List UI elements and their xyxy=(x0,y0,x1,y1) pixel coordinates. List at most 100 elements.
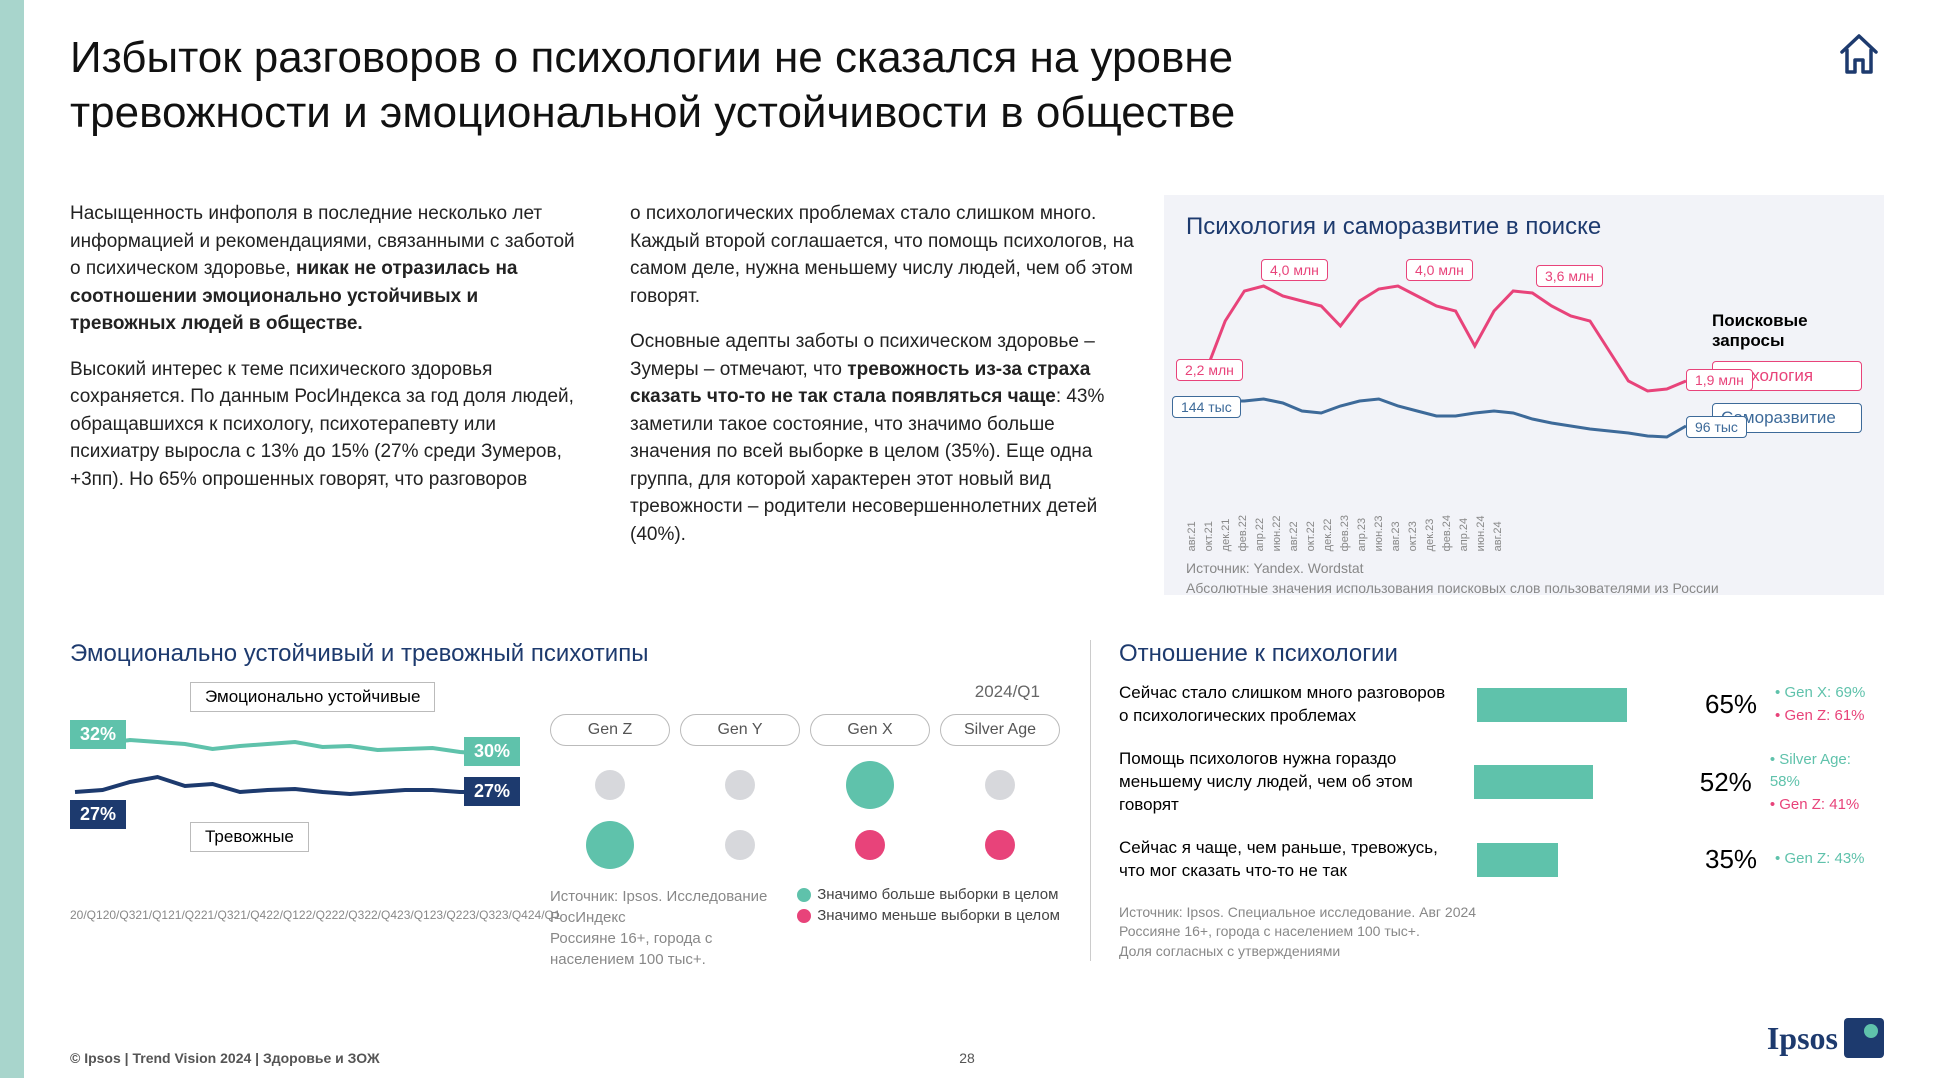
x-tick: окт.21 xyxy=(1203,515,1215,551)
x-tick: авг.21 xyxy=(1186,515,1198,551)
footer-text: © Ipsos | Trend Vision 2024 | Здоровье и… xyxy=(70,1050,380,1066)
attitude-note: • Gen Z: 41% xyxy=(1770,794,1884,817)
attitude-title: Отношение к психологии xyxy=(1119,640,1884,668)
accent-bar xyxy=(0,0,24,1078)
attitude-note: • Gen Z: 61% xyxy=(1775,705,1865,728)
significance-dot xyxy=(725,770,755,800)
psych-title: Эмоционально устойчивый и тревожный псих… xyxy=(70,640,1060,668)
x-tick: фев.23 xyxy=(1339,515,1351,551)
p4c: : 43% заметили такое состояние, что знач… xyxy=(630,386,1104,545)
significance-dot xyxy=(846,761,894,809)
gen-pill: Silver Age xyxy=(940,714,1060,746)
chart-label: 4,0 млн xyxy=(1406,259,1473,281)
search-chart-panel: Психология и саморазвитие в поиске Поиск… xyxy=(1164,195,1884,595)
leg-less: Значимо меньше выборки в целом xyxy=(817,907,1060,924)
significance-dot xyxy=(725,830,755,860)
significance-dot xyxy=(985,770,1015,800)
p2: Высокий интерес к теме психического здор… xyxy=(70,356,580,494)
significance-dot xyxy=(985,830,1015,860)
search-chart-title: Психология и саморазвитие в поиске xyxy=(1186,213,1862,241)
stable-start: 32% xyxy=(70,720,126,749)
x-tick: 23/Q4 xyxy=(495,908,528,922)
x-tick: июн.24 xyxy=(1475,515,1487,551)
attitude-bar xyxy=(1474,765,1594,799)
search-source-1: Источник: Yandex. Wordstat xyxy=(1186,559,1862,579)
attitude-row: Помощь психологов нужна гораздо меньшему… xyxy=(1119,748,1884,817)
dot-more-icon xyxy=(797,888,811,902)
attitude-note: • Silver Age: 58% xyxy=(1770,749,1884,794)
x-tick: июн.22 xyxy=(1271,515,1283,551)
attitude-row: Сейчас я чаще, чем раньше, тревожусь, чт… xyxy=(1119,837,1884,883)
attitude-bar xyxy=(1477,843,1558,877)
ipsos-logo: Ipsos xyxy=(1767,1018,1884,1058)
psych-source: Источник: Ipsos. Исследование РосИндексР… xyxy=(550,886,773,970)
x-tick: апр.24 xyxy=(1458,515,1470,551)
x-tick: дек.22 xyxy=(1322,515,1334,551)
x-tick: окт.22 xyxy=(1305,515,1317,551)
attitude-bar xyxy=(1477,688,1627,722)
attitude-value: 52% xyxy=(1700,767,1752,798)
x-tick: фев.22 xyxy=(1237,515,1249,551)
x-tick: 21/Q4 xyxy=(234,908,267,922)
x-tick: дек.23 xyxy=(1424,515,1436,551)
x-tick: авг.23 xyxy=(1390,515,1402,551)
p3: о психологических проблемах стало слишко… xyxy=(630,200,1140,310)
attitude-value: 35% xyxy=(1705,844,1757,875)
x-tick: окт.23 xyxy=(1407,515,1419,551)
logo-text: Ipsos xyxy=(1767,1020,1838,1057)
period-label: 2024/Q1 xyxy=(550,682,1060,702)
gen-pill: Gen Y xyxy=(680,714,800,746)
x-tick: 22/Q2 xyxy=(299,908,332,922)
x-tick: 21/Q1 xyxy=(135,908,168,922)
search-source-2: Абсолютные значения использования поиско… xyxy=(1186,579,1862,599)
gen-pill: Gen Z xyxy=(550,714,670,746)
chart-label: 4,0 млн xyxy=(1261,259,1328,281)
significance-dot xyxy=(586,821,634,869)
attitude-text: Помощь психологов нужна гораздо меньшему… xyxy=(1119,748,1456,817)
attitude-source: Источник: Ipsos. Специальное исследовани… xyxy=(1119,903,1884,962)
psychotype-line-chart: Эмоционально устойчивые Тревожные 32% 30… xyxy=(70,682,520,970)
x-tick: 20/Q1 xyxy=(70,908,103,922)
attitude-section: Отношение к психологии Сейчас стало слиш… xyxy=(1090,640,1884,961)
attitude-text: Сейчас стало слишком много разговоров о … xyxy=(1119,682,1459,728)
anxious-start: 27% xyxy=(70,800,126,829)
generation-dots: 2024/Q1 Gen Z Gen Y Gen X Silver Age Источн… xyxy=(550,682,1060,970)
x-tick: авг.24 xyxy=(1492,515,1504,551)
x-tick: июн.23 xyxy=(1373,515,1385,551)
dot-less-icon xyxy=(797,909,811,923)
x-tick: 22/Q4 xyxy=(364,908,397,922)
attitude-value: 65% xyxy=(1705,689,1757,720)
legend-stable: Эмоционально устойчивые xyxy=(190,682,435,712)
logo-mark-icon xyxy=(1844,1018,1884,1058)
psych-x-axis: 20/Q120/Q321/Q121/Q221/Q321/Q422/Q122/Q2… xyxy=(70,908,520,922)
gen-pill: Gen X xyxy=(810,714,930,746)
x-tick: авг.22 xyxy=(1288,515,1300,551)
attitude-note: • Gen Z: 43% xyxy=(1775,848,1864,871)
x-tick: 21/Q3 xyxy=(201,908,234,922)
chart-label: 96 тыс xyxy=(1686,416,1747,438)
search-line-chart: Поисковые запросы Психология Саморазвити… xyxy=(1186,251,1862,511)
x-tick: 23/Q1 xyxy=(397,908,430,922)
x-tick: 23/Q2 xyxy=(430,908,463,922)
search-legend-header: Поисковые запросы xyxy=(1712,311,1862,351)
x-tick: фев.24 xyxy=(1441,515,1453,551)
psychotype-section: Эмоционально устойчивый и тревожный псих… xyxy=(70,640,1060,970)
search-x-axis: авг.21 окт.21 дек.21 фев.22 апр.22 июн.22 авг.… xyxy=(1186,515,1862,551)
chart-label: 1,9 млн xyxy=(1686,369,1753,391)
attitude-note: • Gen X: 69% xyxy=(1775,682,1865,705)
page-number: 28 xyxy=(959,1050,975,1066)
body-text: Насыщенность инфополя в последние нескол… xyxy=(70,200,1140,567)
significance-dot xyxy=(595,770,625,800)
x-tick: 20/Q3 xyxy=(103,908,136,922)
chart-label: 144 тыс xyxy=(1172,396,1241,418)
attitude-text: Сейчас я чаще, чем раньше, тревожусь, чт… xyxy=(1119,837,1459,883)
x-tick: дек.21 xyxy=(1220,515,1232,551)
anxious-end: 27% xyxy=(464,777,520,806)
significance-dot xyxy=(855,830,885,860)
x-tick: апр.22 xyxy=(1254,515,1266,551)
x-tick: апр.23 xyxy=(1356,515,1368,551)
x-tick: 23/Q3 xyxy=(462,908,495,922)
x-tick: 22/Q3 xyxy=(332,908,365,922)
page-title: Избыток разговоров о психологии не сказа… xyxy=(70,30,1470,140)
stable-end: 30% xyxy=(464,737,520,766)
